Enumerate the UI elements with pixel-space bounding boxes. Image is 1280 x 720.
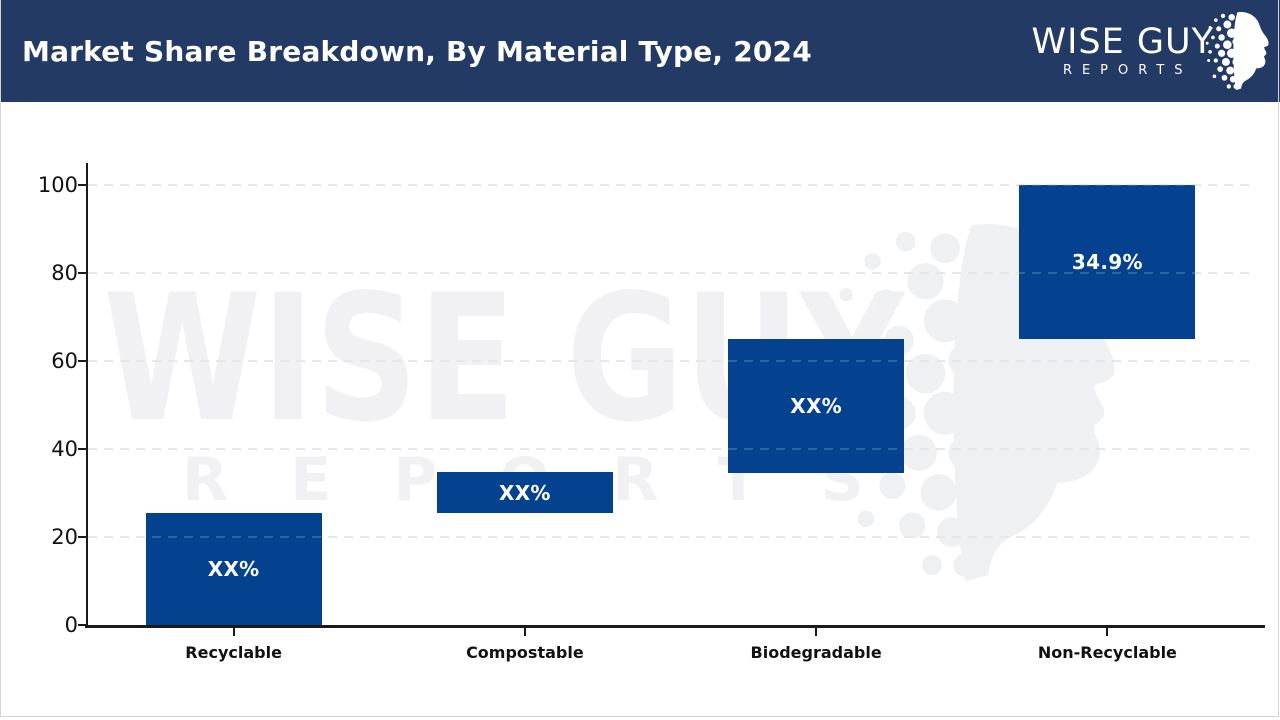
x-category-label: Recyclable — [185, 643, 282, 662]
x-category-label: Compostable — [466, 643, 584, 662]
x-axis-line — [85, 625, 1265, 628]
bar-compostable: XX% — [436, 471, 613, 514]
brand-name: WISE GUY — [1031, 21, 1214, 62]
x-category-label: Non-Recyclable — [1037, 643, 1177, 662]
gridline — [88, 360, 1253, 362]
brand-subtitle: REPORTS — [1062, 63, 1193, 79]
y-tick-label: 100 — [37, 173, 78, 197]
plot-area: 0 20 40 60 80 100 XX% XX% XX% 34.9% Recyclable Comp… — [38, 163, 1265, 662]
x-axis-tick — [1106, 628, 1109, 636]
gridline-overlay — [88, 184, 1253, 186]
x-axis-tick — [815, 628, 818, 636]
bar-value-label: 34.9% — [1071, 249, 1143, 274]
x-axis-tick — [232, 628, 235, 636]
bar-recyclable: XX% — [145, 513, 322, 625]
x-category-label: Biodegradable — [750, 643, 882, 662]
y-axis-tick — [78, 536, 86, 538]
brand-logo-text: WISE GUY REPORTS — [1031, 21, 1214, 79]
bar-value-label: XX% — [790, 394, 843, 419]
bar-non-recyclable: 34.9% — [1019, 185, 1196, 339]
gridline — [88, 536, 1253, 538]
page-title: Market Share Breakdown, By Material Type… — [22, 34, 812, 68]
y-axis-tick — [78, 272, 86, 274]
x-axis-tick — [523, 628, 526, 636]
y-axis-tick — [78, 184, 86, 186]
y-axis-tick — [78, 624, 86, 626]
y-tick-label: 40 — [51, 437, 78, 461]
y-tick-label: 0 — [64, 613, 78, 637]
dotted-head-icon — [1200, 10, 1272, 93]
gridline-overlay — [88, 448, 1253, 450]
bar-value-label: XX% — [207, 557, 260, 582]
y-axis-line — [86, 163, 88, 628]
y-axis-tick — [78, 360, 86, 362]
y-axis-tick — [78, 448, 86, 450]
gridline-overlay — [88, 272, 1253, 274]
gridline — [88, 448, 1253, 450]
gridline-overlay — [88, 360, 1253, 362]
brand-logo: WISE GUY REPORTS — [1031, 5, 1272, 97]
bar-value-label: XX% — [498, 480, 551, 505]
bar-biodegradable: XX% — [728, 339, 905, 473]
gridline-overlay — [88, 536, 1253, 538]
y-tick-label: 80 — [51, 261, 78, 285]
y-tick-label: 60 — [51, 349, 78, 373]
y-tick-label: 20 — [51, 525, 78, 549]
header-band: Market Share Breakdown, By Material Type… — [0, 0, 1280, 102]
gridline — [88, 272, 1253, 274]
gridline — [88, 184, 1253, 186]
